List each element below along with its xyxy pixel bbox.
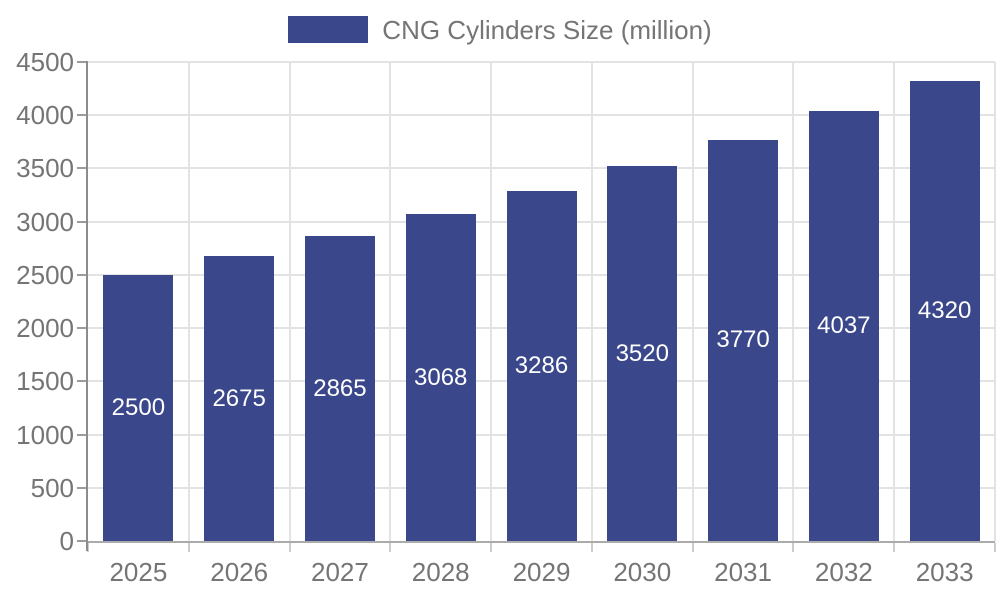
bar-value-label: 3068 [414,363,468,391]
y-axis-tick-label: 4000 [16,100,74,131]
y-axis-tick-label: 1000 [16,419,74,450]
y-tick-mark [77,61,86,63]
y-tick-mark [77,220,86,223]
bar-value-label: 3286 [514,352,569,380]
x-axis-tick-label: 2033 [915,557,974,587]
x-gridline [994,62,996,541]
bar-value-label: 4320 [917,297,972,325]
y-axis-tick-label: 2500 [16,259,74,290]
x-gridline [590,62,593,541]
bar-2032: 4037 [808,111,879,541]
x-gridline [187,62,190,541]
y-axis-tick-label: 3500 [16,153,74,184]
x-tick-mark [87,543,89,552]
y-tick-mark [77,114,86,117]
x-gridline [893,62,896,541]
y-tick-mark [77,167,86,170]
bar-2033: 4320 [909,81,980,541]
x-tick-mark [389,543,392,552]
y-axis-tick-label: 3000 [16,206,74,237]
bar-2028: 3068 [405,214,476,541]
y-tick-mark [77,380,86,383]
x-gridline [389,62,392,541]
x-axis-tick-label: 2032 [814,557,873,587]
y-tick-mark [77,273,86,276]
x-axis-tick-label: 2026 [210,557,269,587]
x-tick-mark [994,543,996,552]
x-tick-mark [590,543,593,552]
x-gridline [490,62,493,541]
y-axis-line [86,61,88,551]
plot-area: 0 500 1000 1500 2000 2500 3000 3500 4000 4500 2500… [16,49,996,585]
y-axis-tick-label: 0 [59,526,74,556]
x-gridline [792,62,795,541]
bar-2025: 2500 [103,274,174,541]
legend-label: CNG Cylinders Size (million) [382,14,712,45]
y-gridline-4500 [88,61,995,63]
x-axis-tick-label: 2028 [411,557,470,587]
y-axis-tick-label: 2000 [16,313,74,344]
y-axis-tick-label: 4500 [16,47,74,77]
y-tick-mark [77,327,86,330]
legend[interactable]: CNG Cylinders Size (million) [0,16,1000,43]
bar-value-label: 2675 [212,384,266,412]
y-tick-mark [77,540,86,542]
bar-value-label: 3770 [716,326,770,354]
x-axis-tick-label: 2031 [714,557,772,587]
x-axis-line [88,541,995,543]
x-gridline [691,62,694,541]
legend-swatch [288,16,369,43]
x-axis-tick-label: 2030 [613,557,672,587]
x-tick-mark [490,543,493,552]
bar-value-label: 4037 [817,312,871,340]
bar-2030: 3520 [607,166,678,541]
y-tick-mark [77,433,86,436]
bar-2027: 2865 [304,236,375,541]
bar-value-label: 2865 [313,374,367,402]
bar-2026: 2675 [204,256,275,541]
y-axis-tick-label: 500 [30,472,74,503]
bar-2029: 3286 [506,191,577,541]
x-tick-mark [792,543,795,552]
x-axis-tick-label: 2025 [109,557,168,587]
x-tick-mark [187,543,190,552]
x-gridline [288,62,291,541]
bar-2031: 3770 [708,139,779,541]
y-axis-tick-label: 1500 [16,366,74,397]
bar-value-label: 3520 [615,339,669,367]
x-tick-mark [288,543,291,552]
y-gridline-3500 [88,167,995,170]
x-axis-tick-label: 2029 [512,557,571,587]
y-gridline-4000 [88,114,995,117]
bar-value-label: 2500 [111,393,166,421]
x-axis-tick-label: 2027 [311,557,369,587]
x-tick-mark [691,543,694,552]
x-tick-mark [893,543,896,552]
y-tick-mark [77,486,86,489]
